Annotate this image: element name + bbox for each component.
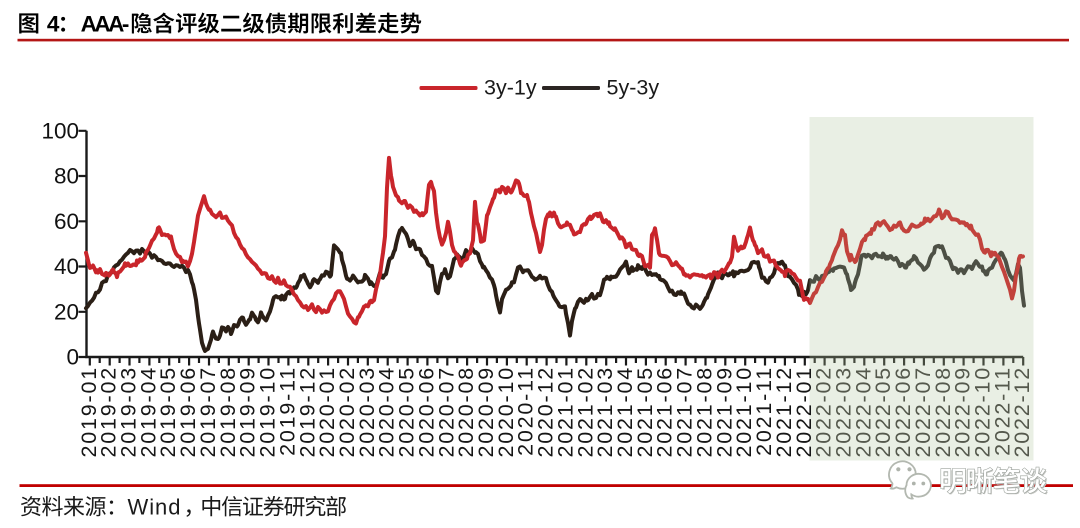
svg-text:2021-08: 2021-08 [693, 366, 717, 458]
svg-text:2020-03: 2020-03 [355, 366, 379, 458]
svg-text:2022-07: 2022-07 [911, 366, 935, 458]
svg-text:Wind: Wind [128, 495, 181, 520]
svg-text:2021-03: 2021-03 [593, 366, 617, 458]
svg-text:2020-05: 2020-05 [395, 366, 419, 458]
svg-text:0: 0 [66, 345, 79, 370]
svg-text:20: 20 [54, 299, 79, 324]
svg-text:2019-06: 2019-06 [176, 366, 200, 458]
svg-text:2022-11: 2022-11 [990, 366, 1014, 456]
svg-text:40: 40 [54, 254, 79, 279]
svg-text:2019-09: 2019-09 [236, 366, 260, 458]
svg-text:2019-11: 2019-11 [275, 366, 299, 456]
svg-text:2019-08: 2019-08 [216, 366, 240, 458]
svg-text:2019-07: 2019-07 [196, 366, 220, 458]
svg-text:AAA-: AAA- [81, 12, 130, 37]
svg-text:2021-01: 2021-01 [553, 366, 577, 458]
svg-text:2021-02: 2021-02 [573, 366, 597, 458]
svg-text:80: 80 [54, 164, 79, 189]
svg-text:2020-06: 2020-06 [414, 366, 438, 458]
svg-text:100: 100 [41, 118, 79, 143]
svg-text:2020-12: 2020-12 [534, 366, 558, 458]
svg-text:2021-04: 2021-04 [613, 366, 637, 458]
svg-text:2021-06: 2021-06 [653, 366, 677, 458]
svg-text:2019-10: 2019-10 [256, 366, 280, 458]
svg-text:2019-04: 2019-04 [136, 366, 160, 458]
svg-text:2019-05: 2019-05 [156, 366, 180, 458]
svg-text:2019-02: 2019-02 [97, 366, 121, 458]
svg-text:2022-01: 2022-01 [792, 366, 816, 458]
svg-text:2019-12: 2019-12 [295, 366, 319, 458]
svg-text:2020-01: 2020-01 [315, 366, 339, 458]
svg-text:2022-06: 2022-06 [891, 366, 915, 458]
svg-text:2022-04: 2022-04 [851, 366, 875, 458]
svg-text:2020-09: 2020-09 [474, 366, 498, 458]
svg-text:2021-11: 2021-11 [752, 366, 776, 456]
svg-text:2021-12: 2021-12 [772, 366, 796, 458]
svg-text:2020-02: 2020-02 [335, 366, 359, 458]
svg-text:2020-11: 2020-11 [514, 366, 538, 456]
svg-text:2022-10: 2022-10 [971, 366, 995, 458]
svg-text:60: 60 [54, 209, 79, 234]
svg-text:2021-07: 2021-07 [673, 366, 697, 458]
svg-text:2022-09: 2022-09 [951, 366, 975, 458]
svg-text:2022-12: 2022-12 [1010, 366, 1034, 458]
svg-text:2020-08: 2020-08 [454, 366, 478, 458]
svg-text:2019-01: 2019-01 [77, 366, 101, 458]
svg-text:2020-04: 2020-04 [375, 366, 399, 458]
svg-text:2022-05: 2022-05 [871, 366, 895, 458]
svg-text:5y-3y: 5y-3y [607, 76, 660, 100]
svg-text:4: 4 [47, 12, 60, 37]
svg-text:2021-05: 2021-05 [633, 366, 657, 458]
svg-text:2019-03: 2019-03 [117, 366, 141, 458]
svg-text:2021-10: 2021-10 [732, 366, 756, 458]
svg-text:2021-09: 2021-09 [712, 366, 736, 458]
svg-text:2022-03: 2022-03 [832, 366, 856, 458]
svg-text:3y-1y: 3y-1y [484, 76, 537, 100]
svg-text:2020-10: 2020-10 [494, 366, 518, 458]
svg-text:2020-07: 2020-07 [434, 366, 458, 458]
svg-text:2022-02: 2022-02 [812, 366, 836, 458]
svg-text:2022-08: 2022-08 [931, 366, 955, 458]
